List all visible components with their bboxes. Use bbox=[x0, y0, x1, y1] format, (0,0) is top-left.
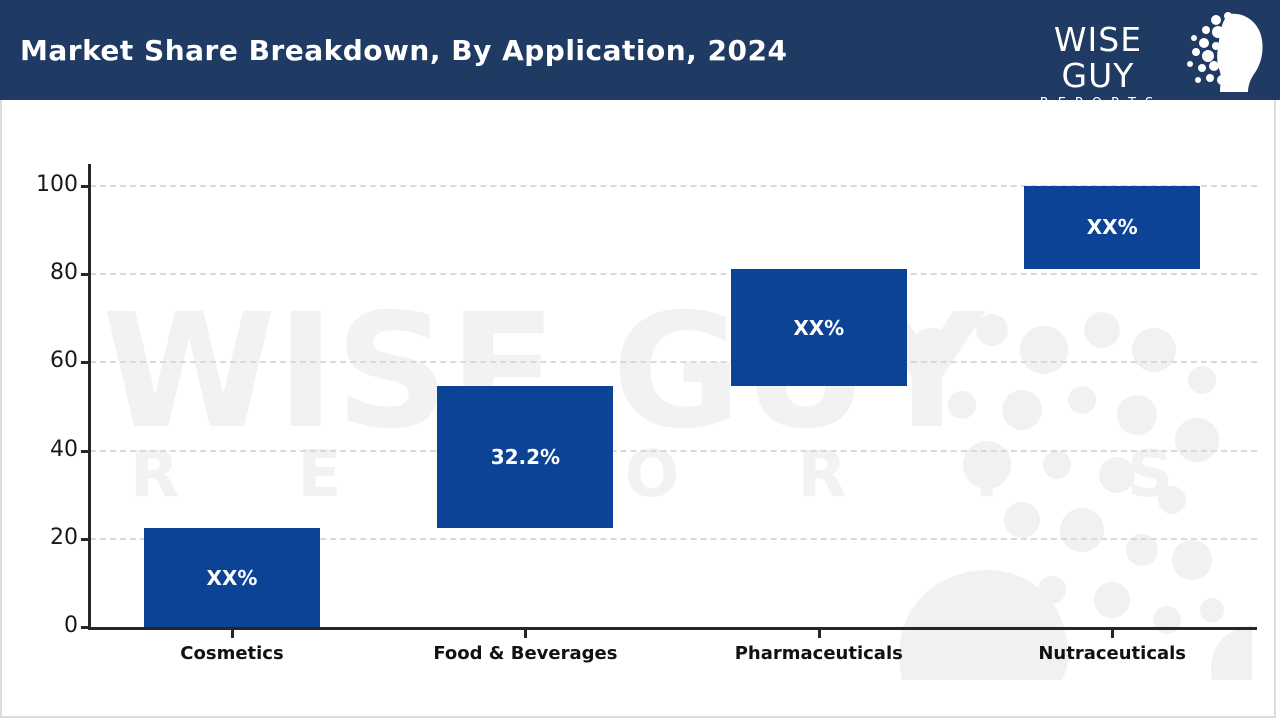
y-axis-tick-label: 40 bbox=[50, 436, 78, 462]
y-axis-line bbox=[88, 163, 91, 630]
y-axis-tick-label: 80 bbox=[50, 260, 78, 286]
logo-line2: REPORTS bbox=[1039, 96, 1163, 111]
x-axis-tick-mark bbox=[524, 630, 528, 638]
y-axis-tick-mark bbox=[81, 626, 88, 629]
y-axis-tick-label: 60 bbox=[50, 348, 78, 374]
category-label: Nutraceuticals bbox=[1038, 643, 1187, 664]
y-axis-tick-mark bbox=[81, 537, 88, 541]
gridline-60 bbox=[90, 361, 1257, 364]
plot-region: 0 20 40 60 80 100 XX% Cosmetics 32.2% Food & Beve… bbox=[2, 100, 1274, 716]
category-label: Food & Beverages bbox=[433, 643, 618, 664]
gridline-20 bbox=[90, 537, 1257, 540]
bar-value-label: XX% bbox=[1086, 215, 1138, 240]
y-axis-tick-mark bbox=[81, 185, 88, 188]
y-axis-tick-label: 20 bbox=[50, 524, 78, 550]
x-axis-tick-mark bbox=[817, 630, 821, 638]
bar-pharmaceuticals: XX% bbox=[730, 268, 907, 387]
y-axis-tick-mark bbox=[81, 361, 88, 365]
y-axis-tick-mark bbox=[81, 273, 88, 277]
y-axis-tick-mark bbox=[81, 449, 88, 453]
y-axis-tick-label: 0 bbox=[64, 613, 78, 638]
category-label: Cosmetics bbox=[180, 643, 284, 664]
wiseguy-logo: WISE GUY REPORTS bbox=[1012, 8, 1263, 111]
page-title: Market Share Breakdown, By Application, … bbox=[20, 34, 788, 67]
x-axis-tick-mark bbox=[231, 630, 234, 638]
logo-head-icon bbox=[1187, 12, 1263, 92]
logo-line1: WISE GUY bbox=[1053, 20, 1143, 95]
bar-nutraceuticals: XX% bbox=[1024, 186, 1201, 269]
x-axis-line bbox=[88, 627, 1257, 630]
category-label: Pharmaceuticals bbox=[734, 643, 903, 664]
bar-value-label: XX% bbox=[793, 315, 845, 340]
bar-value-label: 32.2% bbox=[490, 445, 561, 470]
chart-area: WISE GUY R E P O R T S 0 20 40 60 80 100 XX% Co… bbox=[0, 100, 1276, 718]
watermark-head-dots bbox=[899, 312, 1252, 680]
gridline-40 bbox=[90, 449, 1257, 452]
gridline-100 bbox=[90, 185, 1257, 187]
logo-wordmark: WISE GUY REPORTS bbox=[1012, 20, 1184, 112]
x-axis-tick-mark bbox=[1111, 630, 1115, 638]
gridline-80 bbox=[90, 273, 1257, 276]
y-axis-tick-label: 100 bbox=[36, 172, 78, 197]
bar-cosmetics: XX% bbox=[144, 528, 320, 627]
bar-food-beverages: 32.2% bbox=[437, 386, 614, 529]
header-banner: Market Share Breakdown, By Application, … bbox=[0, 0, 1280, 111]
bar-value-label: XX% bbox=[206, 565, 258, 590]
